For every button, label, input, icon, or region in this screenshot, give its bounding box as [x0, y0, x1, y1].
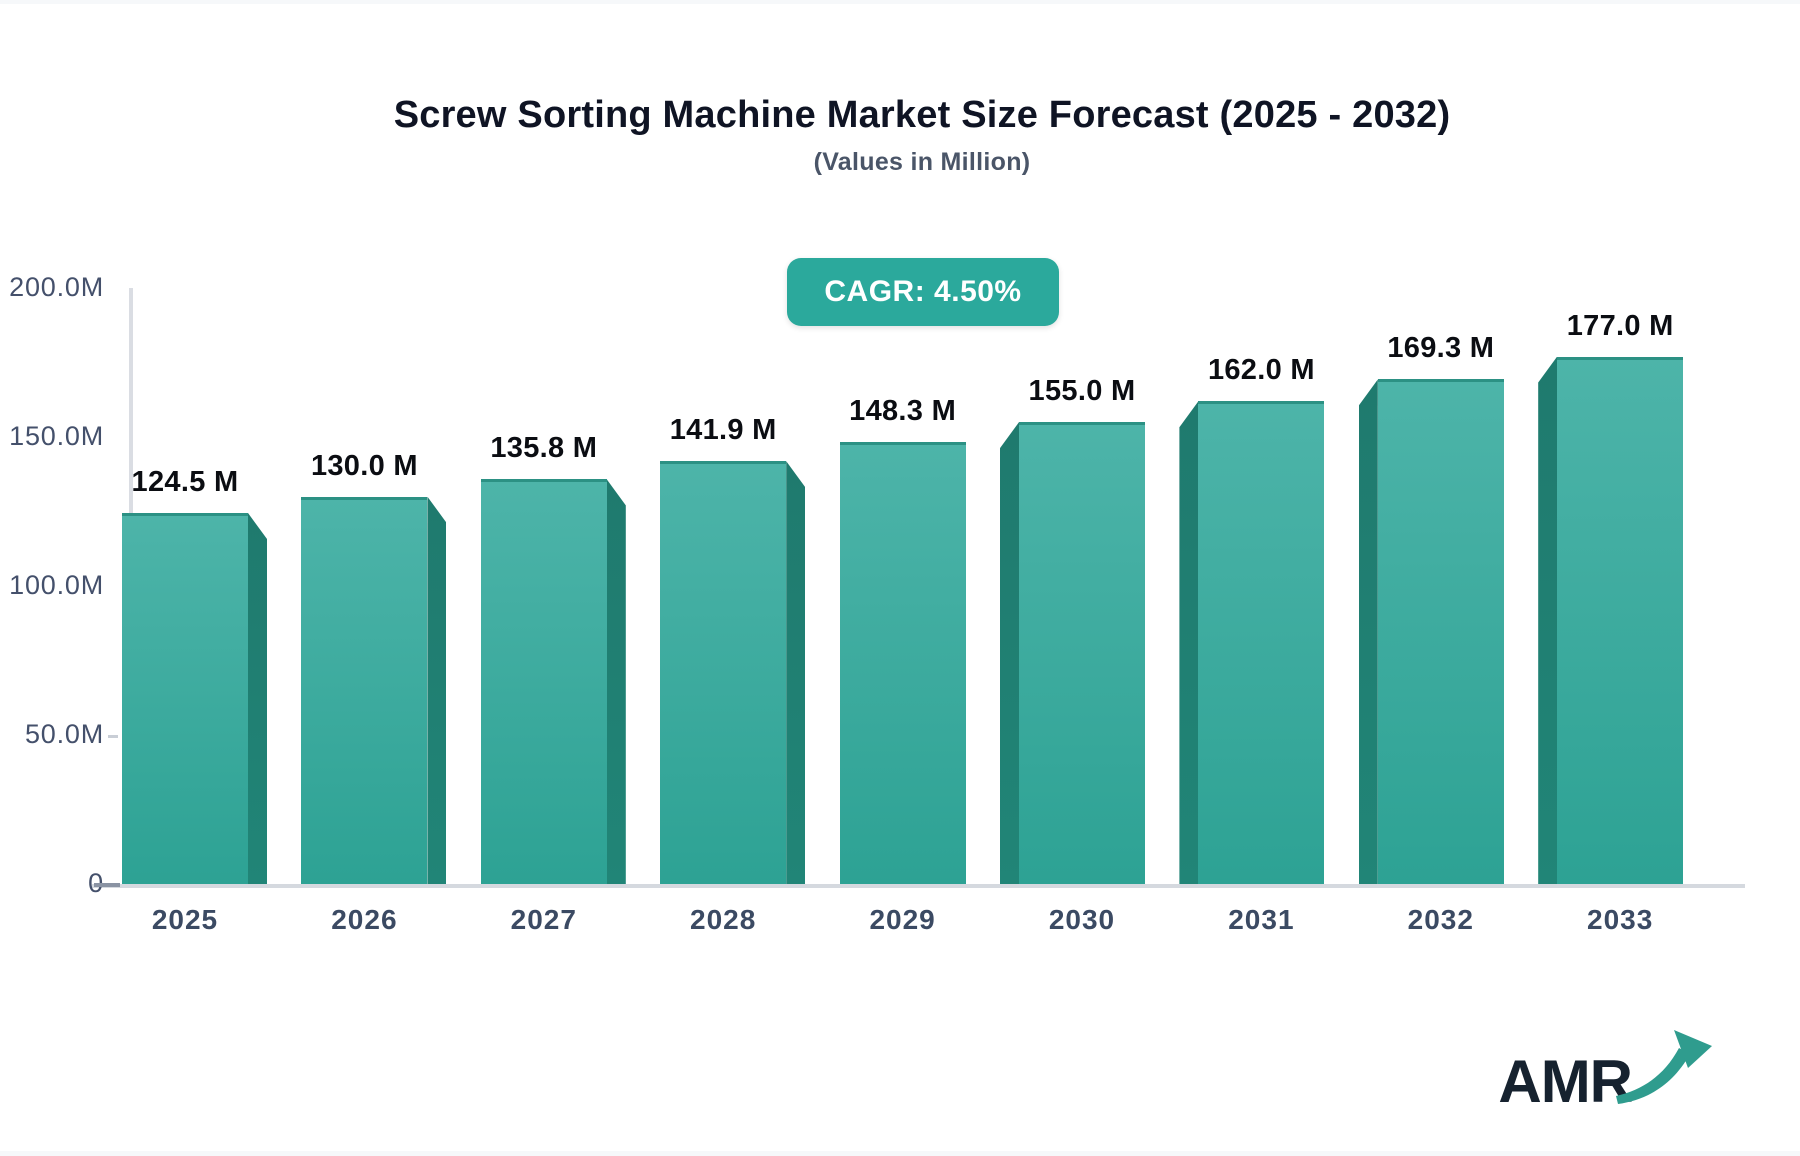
bar-value-label: 130.0 M [310, 449, 418, 482]
y-axis-tick-label: 150.0M [9, 421, 104, 451]
bar-3d-side [606, 479, 626, 884]
bar-3d-side [1179, 401, 1199, 884]
bar-2028 [660, 461, 787, 884]
x-axis-category-label: 2026 [331, 904, 398, 935]
x-axis-category-label: 2030 [1048, 904, 1116, 935]
bar-2026 [301, 496, 428, 884]
bar-3d-side [1538, 356, 1558, 884]
y-axis-tick-label: 0 [0, 868, 104, 899]
cagr-badge: CAGR: 4.50% [787, 258, 1059, 326]
bar-2033 [1557, 356, 1684, 884]
bar-2029 [839, 442, 966, 884]
amr-logo: AMR [1498, 1024, 1716, 1112]
bar-3d-side [1000, 422, 1019, 884]
bar-3d-side [248, 512, 267, 884]
y-axis-tick-mark [108, 735, 118, 738]
growth-arrow-icon [1616, 1030, 1712, 1104]
chart-subtitle: (Values in Million) [813, 148, 1031, 176]
bar-value-label: 141.9 M [669, 414, 777, 447]
bar-value-label: 124.5 M [131, 465, 239, 498]
bar-value-label: 135.8 M [490, 432, 598, 465]
bar-2031 [1198, 401, 1325, 884]
x-axis-line [92, 884, 1745, 888]
bar-value-label: 155.0 M [1028, 375, 1136, 408]
x-axis-category-label: 2029 [869, 904, 936, 935]
bar-value-label: 177.0 M [1566, 309, 1674, 342]
bar-3d-side [786, 461, 806, 884]
bar-2030 [1019, 422, 1145, 884]
bar-3d-side [427, 496, 447, 884]
x-axis-category-label: 2028 [690, 904, 757, 935]
bar-value-label: 162.0 M [1207, 354, 1315, 387]
x-axis-category-label: 2032 [1407, 904, 1474, 935]
bar-2032 [1377, 379, 1504, 884]
bar-3d-side [1358, 379, 1378, 884]
bar-value-label: 148.3 M [849, 395, 957, 428]
chart-title: Screw Sorting Machine Market Size Foreca… [393, 94, 1451, 136]
bar-value-label: 169.3 M [1387, 332, 1495, 365]
y-axis-tick-label: 200.0M [9, 272, 104, 302]
x-axis-category-label: 2033 [1587, 904, 1654, 935]
y-axis-tick-mark [94, 883, 120, 887]
bar-2027 [480, 479, 607, 884]
top-border [0, 0, 1800, 4]
x-axis-category-label: 2025 [151, 904, 219, 935]
bar-2025 [122, 512, 248, 884]
bottom-border [0, 1151, 1800, 1156]
y-axis-tick-label: 100.0M [9, 570, 104, 600]
x-axis-category-label: 2027 [510, 904, 577, 935]
x-axis-category-label: 2031 [1228, 904, 1295, 935]
amr-logo-text: AMR [1498, 1048, 1633, 1115]
y-axis-tick-label: 50.0M [24, 719, 104, 749]
